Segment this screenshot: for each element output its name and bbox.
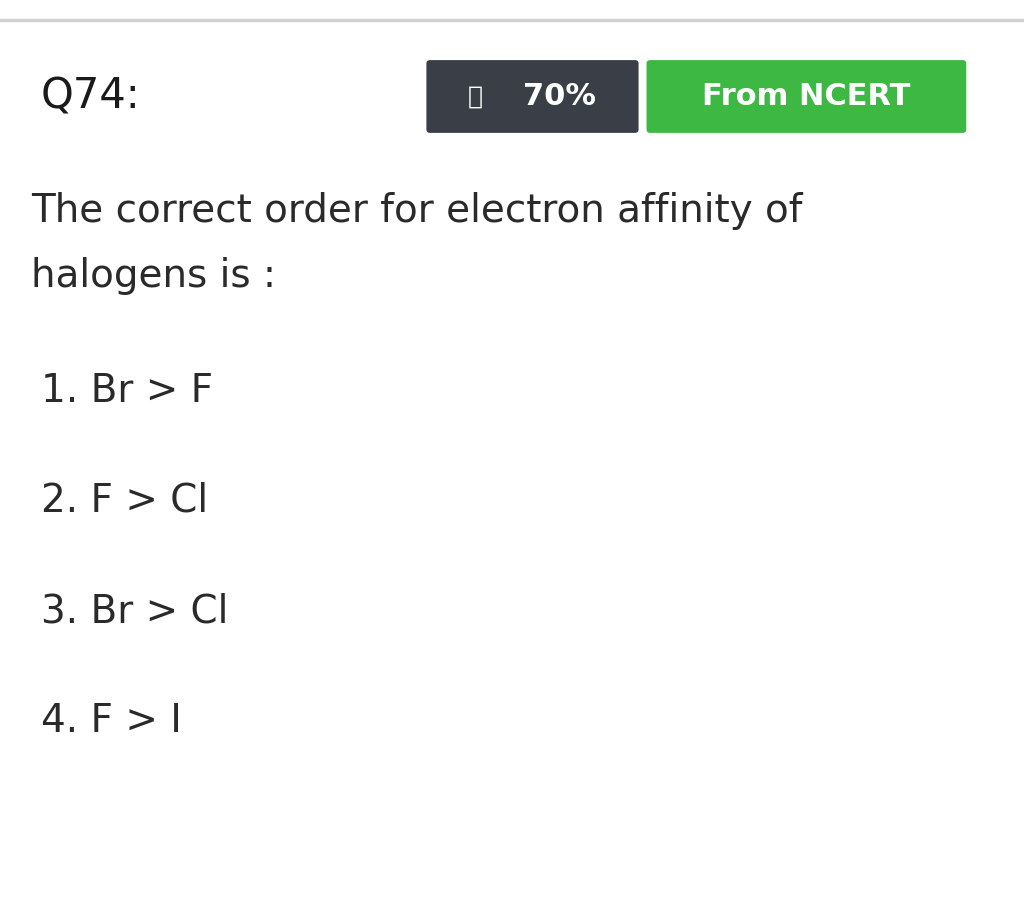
Text: 1. Br > F: 1. Br > F (41, 371, 213, 410)
Text: From NCERT: From NCERT (702, 82, 910, 111)
FancyBboxPatch shape (646, 60, 967, 133)
Text: 👍: 👍 (468, 85, 482, 108)
Text: Q74:: Q74: (41, 75, 140, 118)
FancyBboxPatch shape (426, 60, 639, 133)
Text: 3. Br > Cl: 3. Br > Cl (41, 592, 228, 630)
Text: 4. F > I: 4. F > I (41, 702, 182, 741)
Text: 70%: 70% (522, 82, 596, 111)
Text: 2. F > Cl: 2. F > Cl (41, 482, 208, 520)
Text: The correct order for electron affinity of: The correct order for electron affinity … (31, 192, 802, 231)
Text: halogens is :: halogens is : (31, 256, 275, 295)
